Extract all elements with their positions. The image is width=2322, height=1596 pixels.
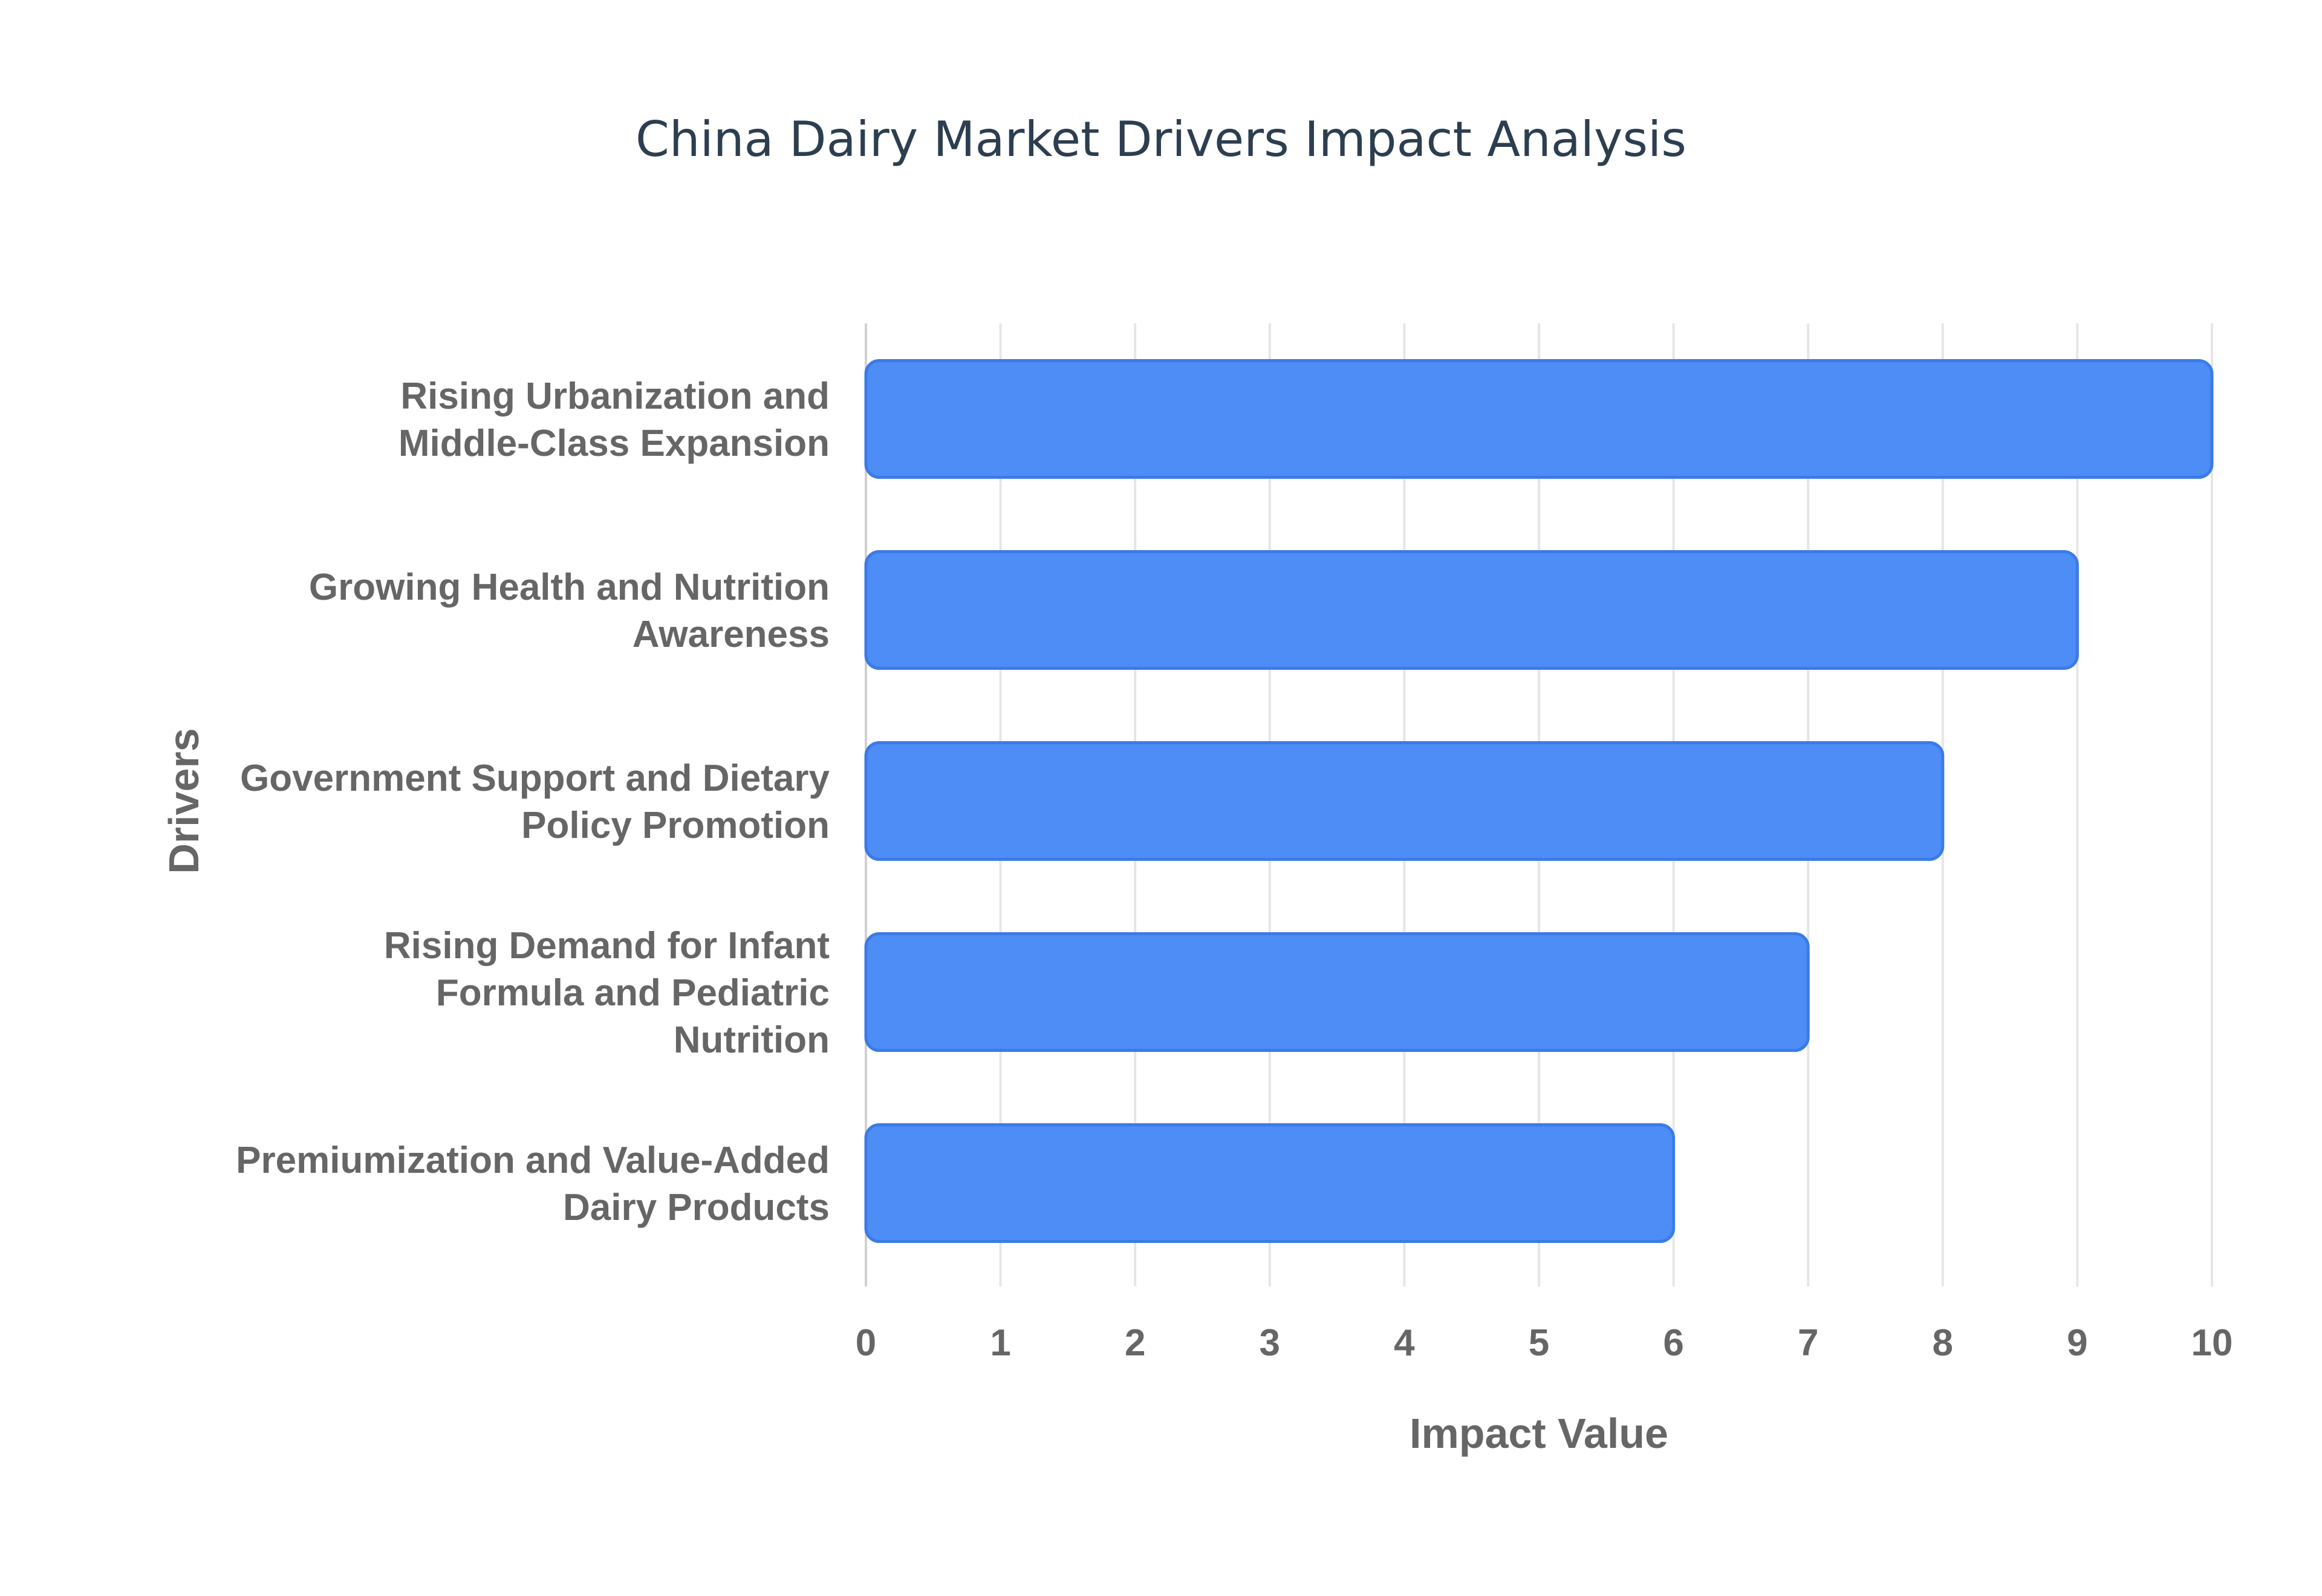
x-tick-label: 5: [1529, 1322, 1549, 1364]
chart-title: China Dairy Market Drivers Impact Analys…: [636, 111, 1686, 167]
category-label: Growing Health and Nutrition Awareness: [309, 566, 830, 655]
bar: [864, 1123, 1676, 1243]
category-label: Government Support and Dietary Policy Pro…: [240, 757, 830, 846]
category-label: Premiumization and Value-Added Dairy Prod…: [236, 1140, 830, 1228]
category-label: Rising Urbanization and Middle-Class Expa…: [398, 375, 830, 464]
x-tick-label: 6: [1663, 1322, 1683, 1364]
bar: [864, 550, 2079, 670]
bars-layer: [864, 359, 2214, 1243]
x-tick-label: 2: [1125, 1322, 1145, 1364]
x-tick-label: 4: [1394, 1322, 1415, 1364]
y-axis-labels: Rising Urbanization and Middle-Class Expa…: [236, 375, 830, 1228]
x-tick-label: 10: [2191, 1322, 2233, 1364]
x-tick-label: 8: [1933, 1322, 1953, 1364]
category-label: Rising Demand for Infant Formula and Pedi…: [384, 925, 830, 1061]
x-tick-label: 7: [1798, 1322, 1818, 1364]
x-tick-label: 0: [856, 1322, 876, 1364]
x-tick-label: 9: [2067, 1322, 2087, 1364]
x-axis-labels: 0 1 2 3 4 5 6 7 8 9 10: [856, 1322, 2233, 1364]
bar: [864, 932, 1810, 1052]
x-tick-label: 3: [1260, 1322, 1280, 1364]
y-axis-title: Drivers: [160, 728, 207, 874]
x-tick-label: 1: [990, 1322, 1010, 1364]
bar: [864, 359, 2214, 479]
bar: [864, 741, 1945, 861]
x-axis-title: Impact Value: [1410, 1410, 1668, 1457]
